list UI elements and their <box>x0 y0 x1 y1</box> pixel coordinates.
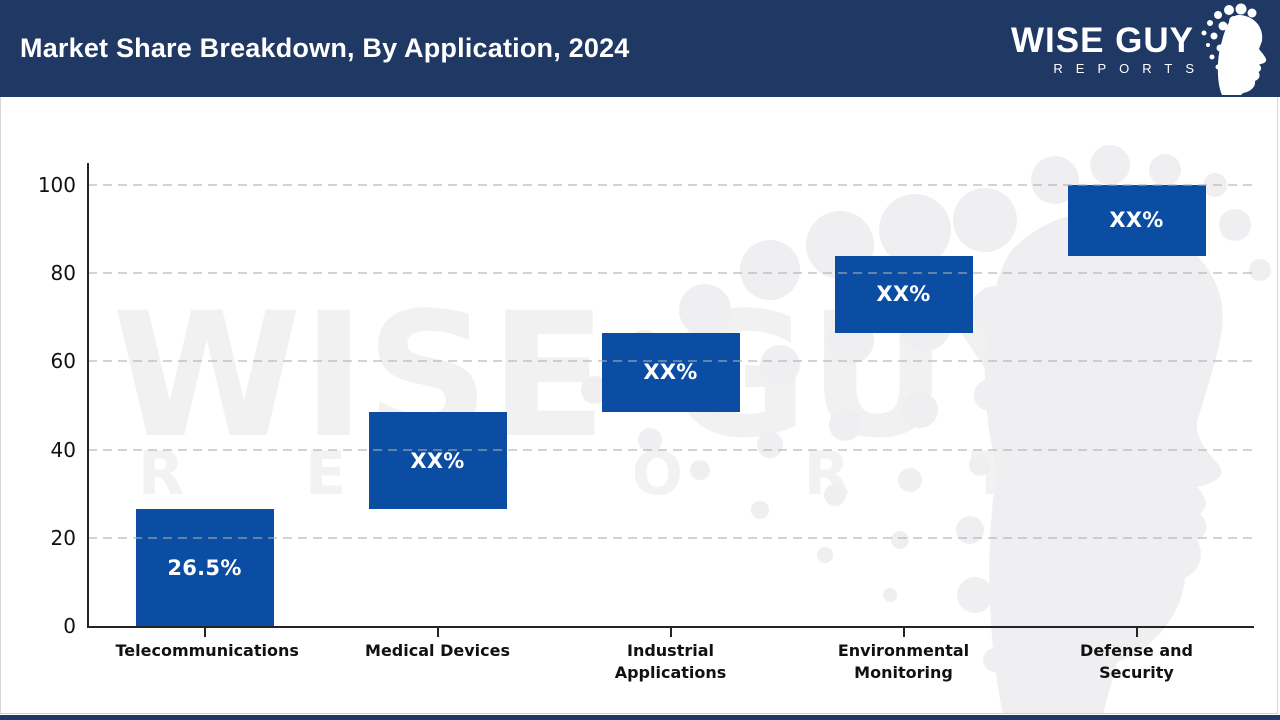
gridline-40 <box>88 448 1253 451</box>
x-tick-industrial-applications <box>669 628 672 637</box>
category-label-environmental-monitoring: Environmental Monitoring <box>837 641 970 682</box>
y-axis-line <box>87 163 89 628</box>
logo-wordmark-line1: WISE GUY <box>1010 20 1194 60</box>
x-tick-environmental-monitoring <box>902 628 905 637</box>
bar-defense-and-security: XX% <box>1067 185 1206 256</box>
x-tick-telecommunications <box>203 628 206 637</box>
page-title: Market Share Breakdown, By Application, … <box>20 33 630 63</box>
y-tick-label-80: 80 <box>50 261 76 286</box>
gridline-20 <box>88 536 1253 539</box>
x-tick-defense-and-security <box>1135 628 1138 637</box>
footer-bar <box>0 715 1280 720</box>
bar-industrial-applications: XX% <box>601 332 740 413</box>
chart-canvas: WISE GUY R E P O R T S 0 20 40 60 80 100 26.5%… <box>0 97 1280 714</box>
bar-value-label-industrial-applications: XX% <box>643 360 698 385</box>
gridline-100 <box>88 184 1253 186</box>
category-label-medical-devices: Medical Devices <box>365 641 510 660</box>
category-label-defense-and-security: Defense and Security <box>1080 641 1193 682</box>
bar-medical-devices: XX% <box>368 412 507 510</box>
header: Market Share Breakdown, By Application, … <box>0 0 1280 97</box>
x-tick-medical-devices <box>436 628 439 637</box>
y-tick-label-20: 20 <box>50 525 76 550</box>
y-tick-label-60: 60 <box>50 349 76 374</box>
bar-value-label-environmental-monitoring: XX% <box>876 282 931 307</box>
gridline-60 <box>88 360 1253 363</box>
gridline-80 <box>88 272 1253 275</box>
x-axis-line <box>87 626 1254 628</box>
bar-environmental-monitoring: XX% <box>834 255 973 333</box>
bar-value-label-telecommunications: 26.5% <box>167 555 242 580</box>
logo-wordmark: WISE GUY REPORTS <box>1011 23 1194 75</box>
y-tick-label-100: 100 <box>37 173 76 197</box>
logo-wordmark-line2: REPORTS <box>1053 60 1207 76</box>
bar-value-label-defense-and-security: XX% <box>1109 208 1164 233</box>
category-label-industrial-applications: Industrial Applications <box>614 641 727 682</box>
bar-telecommunications: 26.5% <box>135 509 274 626</box>
category-label-telecommunications: Telecommunications <box>115 641 299 660</box>
y-tick-label-40: 40 <box>50 437 76 462</box>
y-tick-label-0: 0 <box>63 614 76 638</box>
bar-value-label-medical-devices: XX% <box>410 448 465 473</box>
logo-face-icon <box>1201 3 1267 95</box>
wiseguy-logo: WISE GUY REPORTS <box>1011 3 1280 95</box>
